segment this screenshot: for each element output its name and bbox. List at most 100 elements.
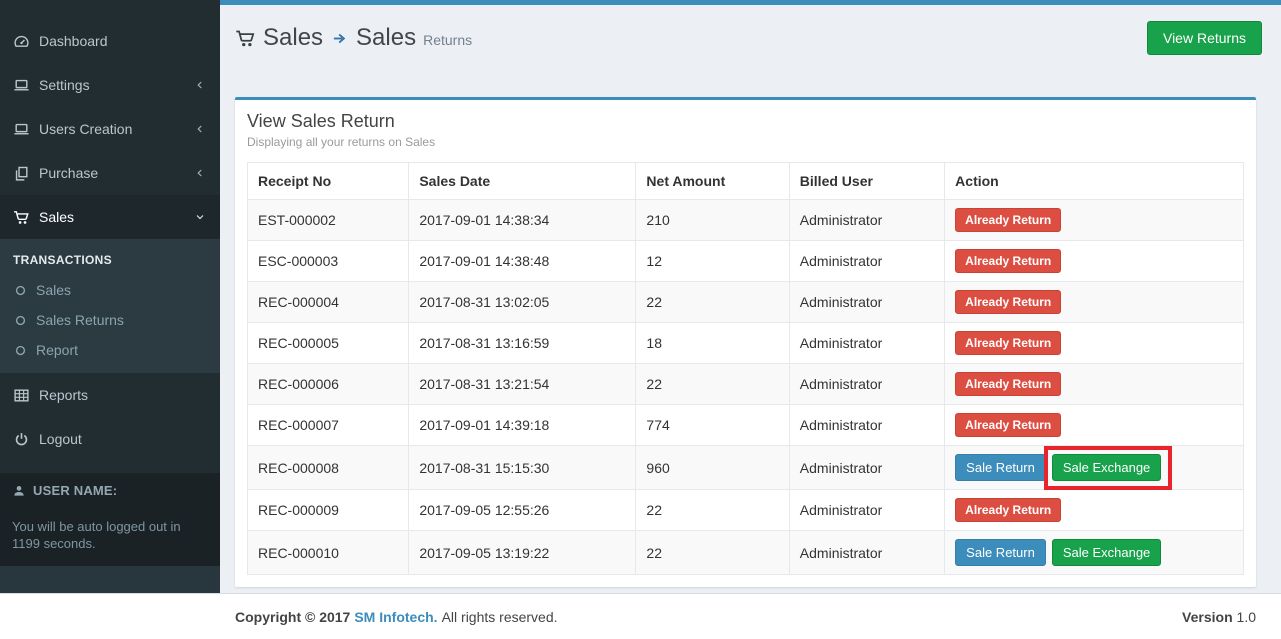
cart-icon bbox=[235, 28, 256, 49]
cell-receipt-no: REC-000010 bbox=[246, 530, 410, 575]
action-wrap: Already Return bbox=[955, 249, 1062, 273]
sidebar-item-label: Users Creation bbox=[39, 121, 133, 137]
cell-actions: Already Return bbox=[944, 489, 1244, 531]
cell-sales-date: 2017-08-31 15:15:30 bbox=[408, 445, 637, 490]
action-wrap: Already Return bbox=[955, 331, 1062, 355]
laptop-icon bbox=[13, 121, 30, 138]
cell-net-amount: 22 bbox=[635, 489, 790, 531]
table-row: EST-000002 2017-09-01 14:38:34 210 Administ… bbox=[246, 199, 1244, 241]
panel-title: View Sales Return bbox=[247, 111, 395, 131]
sale-return-button[interactable]: Sale Return bbox=[955, 454, 1046, 481]
main-content: Sales Sales Returns View Returns View Sa… bbox=[220, 0, 1281, 593]
cell-receipt-no: REC-000004 bbox=[246, 281, 410, 323]
breadcrumb-secondary: Sales bbox=[356, 24, 417, 51]
sidebar-item-dashboard[interactable]: Dashboard bbox=[0, 19, 220, 63]
action-wrap: Already Return bbox=[955, 498, 1062, 522]
sidebar-bottom-strip bbox=[0, 566, 220, 593]
cell-billed-user: Administrator bbox=[788, 489, 946, 531]
chevron-left-icon bbox=[194, 123, 206, 135]
sidebar-item-label: Settings bbox=[39, 77, 90, 93]
submenu-item-report[interactable]: Report bbox=[0, 335, 220, 365]
sidebar-item-label: Dashboard bbox=[39, 33, 108, 49]
cell-actions: Already Return bbox=[944, 199, 1244, 241]
sidebar-item-label: Sales bbox=[39, 209, 75, 225]
action-wrap: Sale Exchange bbox=[1051, 539, 1162, 566]
sidebar-item-purchase[interactable]: Purchase bbox=[0, 151, 220, 195]
sidebar-item-logout[interactable]: Logout bbox=[0, 417, 220, 461]
sales-return-table: Receipt No Sales Date Net Amount Billed … bbox=[246, 162, 1244, 575]
already-return-badge: Already Return bbox=[955, 249, 1062, 273]
column-header-action: Action bbox=[944, 162, 1244, 200]
submenu-item-label: Report bbox=[36, 342, 79, 358]
sidebar-menu: Dashboard Settings Users Creation bbox=[0, 0, 220, 239]
footer-company-link[interactable]: SM Infotech. bbox=[354, 608, 438, 625]
table-row: REC-000008 2017-08-31 15:15:30 960 Administ… bbox=[246, 445, 1244, 490]
cell-billed-user: Administrator bbox=[788, 530, 946, 575]
cell-sales-date: 2017-08-31 13:16:59 bbox=[408, 322, 637, 364]
cell-actions: Already Return bbox=[944, 322, 1244, 364]
sales-return-table-body: EST-000002 2017-09-01 14:38:34 210 Administ… bbox=[246, 199, 1244, 575]
footer-copyright: Copyright © 2017 bbox=[235, 608, 351, 625]
cell-receipt-no: REC-000006 bbox=[246, 363, 410, 405]
cell-billed-user: Administrator bbox=[788, 240, 946, 282]
panel-subtitle: Displaying all your returns on Sales bbox=[247, 135, 436, 149]
footer-version-value: 1.0 bbox=[1236, 608, 1256, 625]
action-wrap: Already Return bbox=[955, 372, 1062, 396]
cell-sales-date: 2017-09-05 12:55:26 bbox=[408, 489, 637, 531]
chevron-down-icon bbox=[194, 211, 206, 223]
cell-sales-date: 2017-09-01 14:39:18 bbox=[408, 404, 637, 446]
table-row: ESC-000003 2017-09-01 14:38:48 12 Administr… bbox=[246, 240, 1244, 282]
user-panel: USER NAME: You will be auto logged out i… bbox=[0, 473, 220, 566]
cell-receipt-no: REC-000009 bbox=[246, 489, 410, 531]
footer-rights: All rights reserved. bbox=[441, 608, 558, 625]
already-return-badge: Already Return bbox=[955, 372, 1062, 396]
cell-actions: Already Return bbox=[944, 404, 1244, 446]
circle-icon bbox=[14, 284, 27, 297]
user-name-label: USER NAME: bbox=[33, 483, 118, 498]
laptop-icon bbox=[13, 77, 30, 94]
breadcrumb-tertiary: Returns bbox=[423, 32, 473, 48]
column-header-net-amount: Net Amount bbox=[635, 162, 790, 200]
table-row: REC-000010 2017-09-05 13:19:22 22 Administr… bbox=[246, 530, 1244, 575]
column-header-sales-date: Sales Date bbox=[408, 162, 637, 200]
auto-logout-note: You will be auto logged out in 1199 seco… bbox=[12, 519, 181, 551]
sidebar: Dashboard Settings Users Creation bbox=[0, 0, 220, 593]
top-accent-strip bbox=[220, 0, 1281, 5]
chevron-left-icon bbox=[194, 79, 206, 91]
cell-billed-user: Administrator bbox=[788, 281, 946, 323]
sale-return-button[interactable]: Sale Return bbox=[955, 539, 1046, 566]
sale-exchange-button[interactable]: Sale Exchange bbox=[1051, 454, 1162, 481]
sales-return-panel: View Sales Return Displaying all your re… bbox=[235, 97, 1256, 587]
cell-sales-date: 2017-08-31 13:02:05 bbox=[408, 281, 637, 323]
sidebar-item-settings[interactable]: Settings bbox=[0, 63, 220, 107]
circle-icon bbox=[14, 314, 27, 327]
sidebar-item-label: Purchase bbox=[39, 165, 99, 181]
cell-net-amount: 12 bbox=[635, 240, 790, 282]
sidebar-item-sales[interactable]: Sales bbox=[0, 195, 220, 239]
table-header: Receipt No Sales Date Net Amount Billed … bbox=[246, 162, 1244, 200]
table-row: REC-000006 2017-08-31 13:21:54 22 Administr… bbox=[246, 363, 1244, 405]
cell-receipt-no: EST-000002 bbox=[246, 199, 410, 241]
action-wrap: Already Return bbox=[955, 290, 1062, 314]
column-header-receipt-no: Receipt No bbox=[246, 162, 410, 200]
sale-exchange-button[interactable]: Sale Exchange bbox=[1051, 539, 1162, 566]
view-returns-button[interactable]: View Returns bbox=[1146, 21, 1262, 55]
highlight-box: Sale Exchange bbox=[1043, 446, 1173, 490]
cell-net-amount: 774 bbox=[635, 404, 790, 446]
sidebar-item-reports[interactable]: Reports bbox=[0, 373, 220, 417]
sidebar-item-users-creation[interactable]: Users Creation bbox=[0, 107, 220, 151]
cell-net-amount: 22 bbox=[635, 281, 790, 323]
cell-billed-user: Administrator bbox=[788, 363, 946, 405]
footer-version: Version 1.0 bbox=[1182, 609, 1256, 625]
cell-net-amount: 22 bbox=[635, 530, 790, 575]
already-return-badge: Already Return bbox=[955, 208, 1062, 232]
footer: Copyright © 2017 SM Infotech. All rights… bbox=[0, 593, 1281, 639]
submenu-item-sales[interactable]: Sales bbox=[0, 275, 220, 305]
cell-billed-user: Administrator bbox=[788, 199, 946, 241]
cell-actions: Sale Return Sale Exchange bbox=[944, 445, 1244, 490]
cell-billed-user: Administrator bbox=[788, 445, 946, 490]
sidebar-item-label: Reports bbox=[39, 387, 89, 403]
submenu-item-sales-returns[interactable]: Sales Returns bbox=[0, 305, 220, 335]
cell-actions: Sale Return Sale Exchange bbox=[944, 530, 1244, 575]
cell-net-amount: 210 bbox=[635, 199, 790, 241]
